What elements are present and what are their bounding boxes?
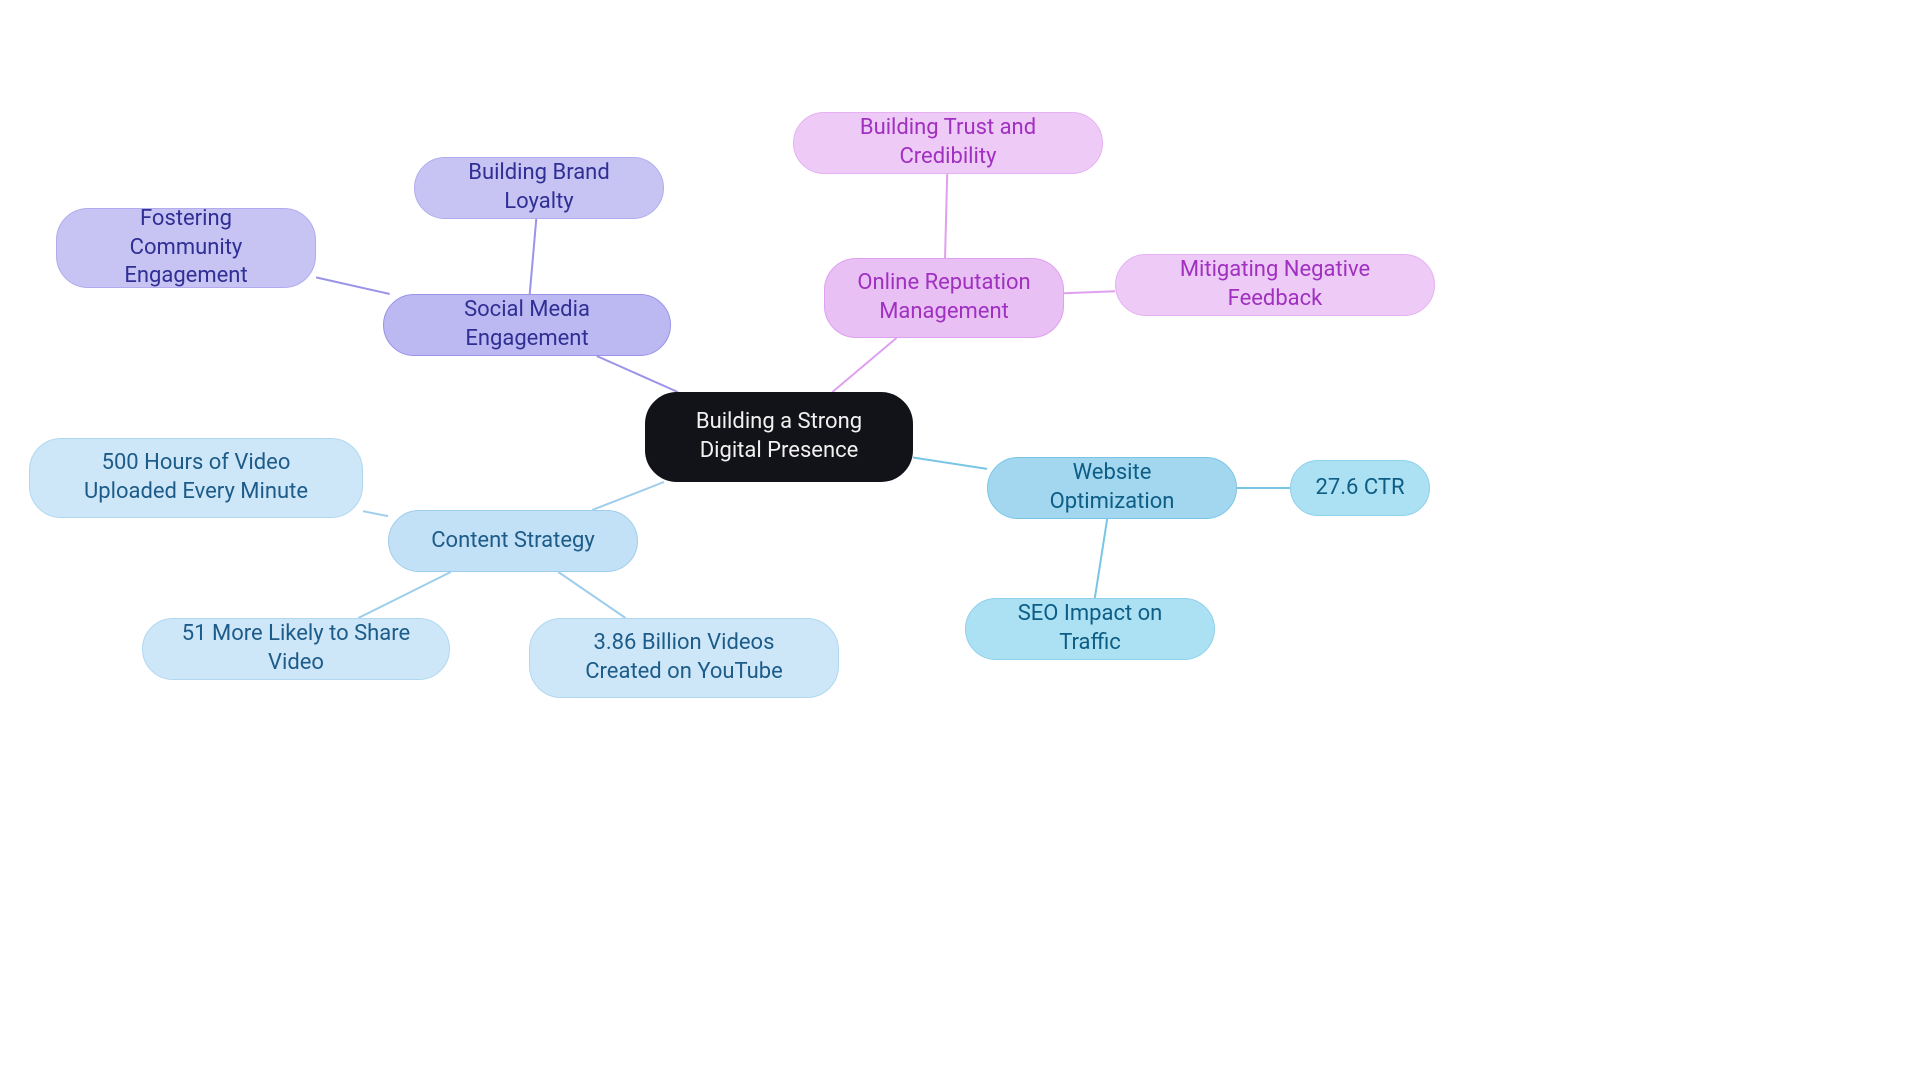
node-label: 500 Hours of Video Uploaded Every Minute — [54, 449, 338, 506]
node-reputation: Online Reputation Management — [824, 258, 1064, 338]
edge-center-website — [913, 458, 987, 469]
node-website: Website Optimization — [987, 457, 1237, 519]
edge-reputation-rep_trust — [945, 174, 947, 258]
node-social_community: Fostering Community Engagement — [56, 208, 316, 288]
node-content_500h: 500 Hours of Video Uploaded Every Minute — [29, 438, 363, 518]
node-rep_trust: Building Trust and Credibility — [793, 112, 1103, 174]
edge-content-content_500h — [363, 511, 388, 516]
node-label: Building Trust and Credibility — [818, 114, 1078, 171]
node-social: Social Media Engagement — [383, 294, 671, 356]
node-label: Building a Strong Digital Presence — [670, 408, 888, 465]
edge-social-social_loyalty — [530, 219, 537, 294]
node-social_loyalty: Building Brand Loyalty — [414, 157, 664, 219]
node-label: 51 More Likely to Share Video — [167, 620, 425, 677]
edge-center-reputation — [832, 338, 896, 392]
edge-reputation-rep_mitigate — [1064, 291, 1115, 293]
node-label: Online Reputation Management — [849, 269, 1039, 326]
edge-center-social — [597, 356, 678, 392]
edge-social-social_community — [316, 277, 390, 294]
edge-content-content_share — [358, 572, 450, 618]
node-content: Content Strategy — [388, 510, 638, 572]
edge-center-content — [592, 482, 664, 510]
edge-website-web_seo — [1095, 519, 1107, 598]
node-label: Social Media Engagement — [408, 296, 646, 353]
node-label: Website Optimization — [1012, 459, 1212, 516]
node-label: 27.6 CTR — [1315, 474, 1404, 503]
node-center: Building a Strong Digital Presence — [645, 392, 913, 482]
node-content_youtube: 3.86 Billion Videos Created on YouTube — [529, 618, 839, 698]
node-content_share: 51 More Likely to Share Video — [142, 618, 450, 680]
node-rep_mitigate: Mitigating Negative Feedback — [1115, 254, 1435, 316]
node-label: Fostering Community Engagement — [81, 205, 291, 291]
node-label: SEO Impact on Traffic — [990, 600, 1190, 657]
node-web_ctr: 27.6 CTR — [1290, 460, 1430, 516]
node-label: Mitigating Negative Feedback — [1140, 256, 1410, 313]
node-label: Content Strategy — [431, 527, 595, 556]
edge-content-content_youtube — [558, 572, 625, 618]
node-label: 3.86 Billion Videos Created on YouTube — [554, 629, 814, 686]
node-label: Building Brand Loyalty — [439, 159, 639, 216]
node-web_seo: SEO Impact on Traffic — [965, 598, 1215, 660]
